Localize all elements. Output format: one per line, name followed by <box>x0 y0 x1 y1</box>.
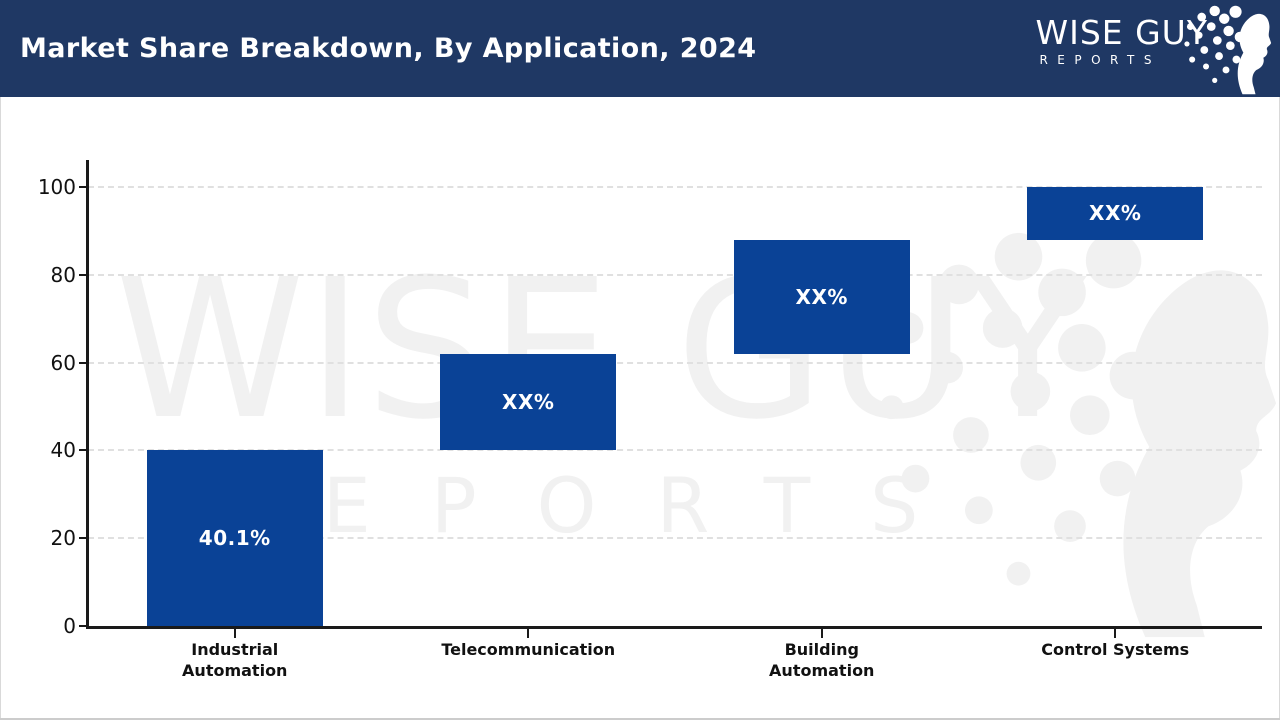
y-tick-mark <box>79 186 88 188</box>
y-tick-mark <box>79 537 88 540</box>
gridline <box>88 273 1262 276</box>
logo: WISE GUY REPORTS <box>1014 0 1274 97</box>
gridline <box>88 361 1262 364</box>
bar-value-label: XX% <box>1089 201 1142 226</box>
bar-value-label: 40.1% <box>198 525 271 550</box>
bar-3: XX% <box>1027 187 1204 240</box>
y-tick-mark <box>79 449 88 452</box>
y-tick-label: 0 <box>63 614 76 638</box>
x-axis-spine <box>86 626 1262 629</box>
y-tick-label: 20 <box>50 526 76 551</box>
header-bar: Market Share Breakdown, By Application, … <box>0 0 1280 97</box>
x-tick-mark <box>233 629 236 638</box>
y-tick-label: 60 <box>50 350 76 375</box>
bar-2: XX% <box>733 239 910 354</box>
logo-wordmark: WISE GUY <box>1035 13 1208 52</box>
bar-0: 40.1% <box>146 449 323 626</box>
logo-text: WISE GUY REPORTS <box>1035 16 1208 67</box>
gridline <box>88 186 1262 188</box>
watermark-subtext: REPORTS <box>210 461 979 550</box>
bottom-border <box>0 718 1280 720</box>
x-tick-mark <box>1114 629 1117 638</box>
gridline <box>88 537 1262 540</box>
x-tick-mark <box>820 629 823 638</box>
x-tick-label: Telecommunication <box>441 640 616 659</box>
y-tick-mark <box>79 273 88 276</box>
bar-1: XX% <box>440 353 617 450</box>
logo-head-icon <box>1184 5 1272 95</box>
y-tick-label: 80 <box>50 262 76 287</box>
y-tick-label: 100 <box>37 175 76 199</box>
x-tick-label: Building Automation <box>769 640 875 680</box>
x-tick-mark <box>527 629 530 638</box>
page-title: Market Share Breakdown, By Application, … <box>20 33 757 64</box>
x-tick-label: Industrial Automation <box>182 640 288 680</box>
x-tick-label: Control Systems <box>1041 640 1190 659</box>
y-tick-mark <box>79 361 88 364</box>
bar-value-label: XX% <box>795 284 848 309</box>
gridline <box>88 449 1262 452</box>
y-axis-spine <box>86 160 89 628</box>
bar-value-label: XX% <box>502 389 555 414</box>
y-tick-label: 40 <box>50 438 76 463</box>
logo-subtext: REPORTS <box>1039 53 1161 67</box>
y-tick-mark <box>79 625 88 627</box>
